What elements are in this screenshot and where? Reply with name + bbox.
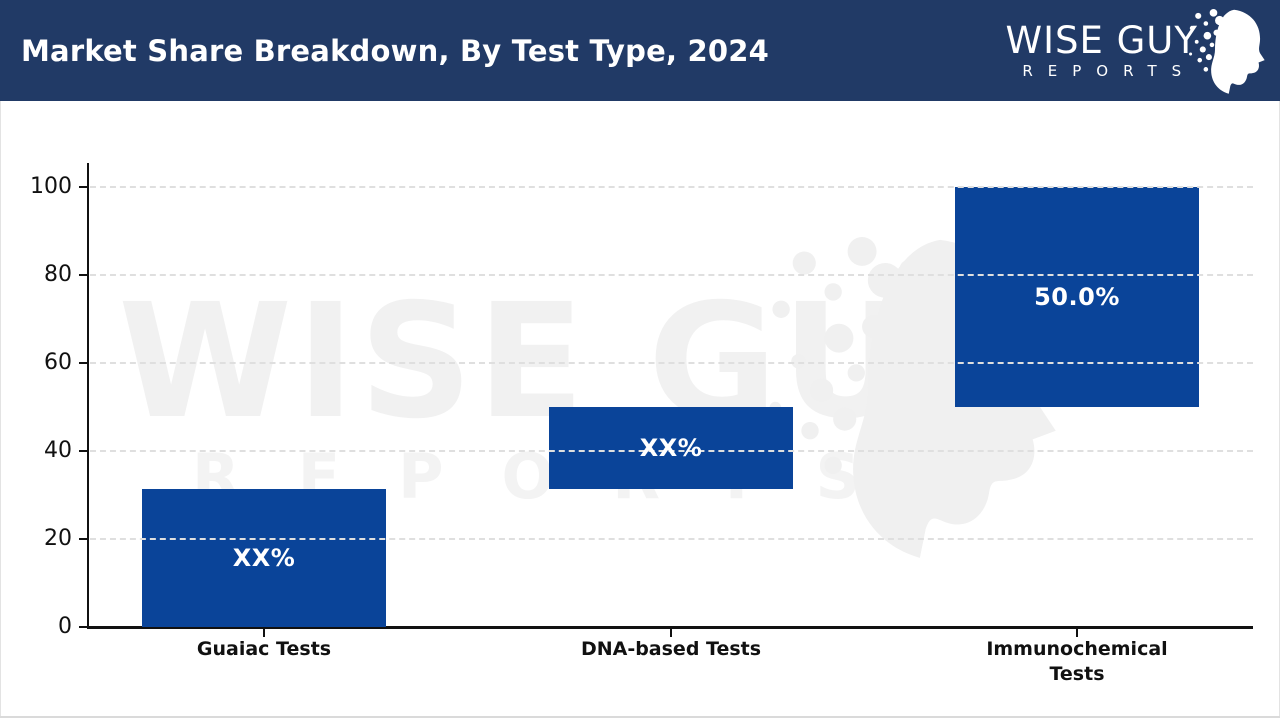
x-tick-label-guaiac: Guaiac Tests xyxy=(196,638,332,660)
bar-immunochemical-tests: 50.0% xyxy=(955,187,1199,407)
y-tick-mark xyxy=(79,450,87,452)
y-axis-line xyxy=(87,163,89,629)
y-tick-label: 0 xyxy=(58,614,72,639)
y-tick-mark xyxy=(79,626,87,628)
bar-value-label: XX% xyxy=(639,433,703,462)
bar-dna-based-tests: XX% xyxy=(549,407,793,489)
header-banner: Market Share Breakdown, By Test Type, 20… xyxy=(0,0,1280,101)
face-dots-icon xyxy=(1189,8,1265,94)
x-tick-label-immunochemical: Immunochemical Tests xyxy=(986,638,1168,685)
y-tick-label: 80 xyxy=(44,262,72,287)
left-edge-border xyxy=(0,101,1,718)
x-tick-mark xyxy=(670,629,672,637)
y-tick-label: 100 xyxy=(30,174,72,199)
chart-title: Market Share Breakdown, By Test Type, 20… xyxy=(21,33,770,68)
bar-value-label: 50.0% xyxy=(1034,283,1120,311)
x-tick-label-dna: DNA-based Tests xyxy=(580,638,762,660)
y-tick-label: 40 xyxy=(44,438,72,463)
logo-text: WISE GUY REPORTS xyxy=(1006,22,1198,79)
y-tick-mark xyxy=(79,274,87,276)
gridline-40 xyxy=(90,450,1253,452)
x-tick-mark xyxy=(1076,629,1078,637)
bar-guaiac-tests: XX% xyxy=(142,488,386,627)
y-tick-mark xyxy=(79,538,87,540)
wise-guy-logo: WISE GUY REPORTS xyxy=(1006,5,1270,97)
gridline-100 xyxy=(90,186,1253,188)
gridline-80 xyxy=(90,274,1253,276)
y-tick-label: 20 xyxy=(44,526,72,551)
bar-value-label: XX% xyxy=(232,543,296,572)
y-tick-label: 60 xyxy=(44,350,72,375)
y-tick-mark xyxy=(79,362,87,364)
logo-brand-text: WISE GUY xyxy=(1005,19,1198,62)
y-tick-mark xyxy=(79,186,87,188)
x-axis-line xyxy=(87,626,1253,629)
gridline-60 xyxy=(90,362,1253,364)
bottom-border xyxy=(0,716,1280,718)
gridline-20 xyxy=(90,538,1253,540)
logo-sub-text: REPORTS xyxy=(1022,62,1197,80)
x-tick-mark xyxy=(263,629,265,637)
